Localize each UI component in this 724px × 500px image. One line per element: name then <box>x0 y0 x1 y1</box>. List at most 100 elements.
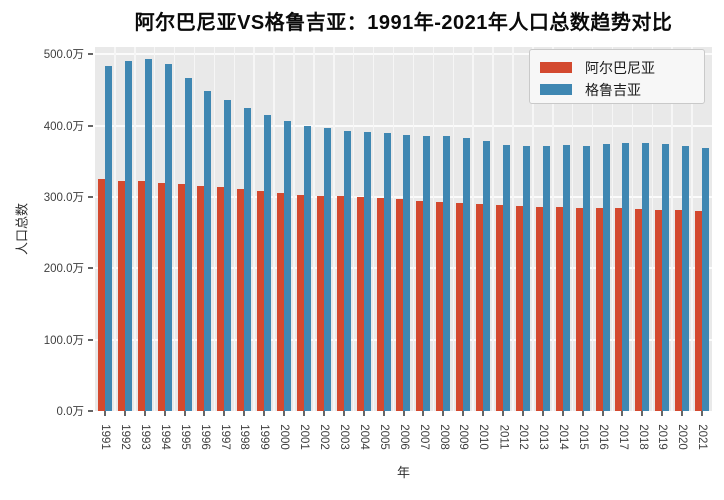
bar <box>356 196 364 411</box>
bar <box>104 65 112 411</box>
gridline-vertical <box>591 47 594 411</box>
bar-group <box>95 47 115 411</box>
bar-group <box>354 47 374 411</box>
bar <box>144 59 152 411</box>
gridline-vertical <box>512 47 514 411</box>
bar-group <box>573 47 593 411</box>
bar-group <box>195 47 215 411</box>
bar <box>137 181 145 411</box>
bar <box>542 145 550 411</box>
y-tick-mark <box>88 53 93 56</box>
gridline-vertical <box>114 47 116 411</box>
legend-swatch-albania <box>540 62 572 73</box>
bar <box>463 138 471 411</box>
bar <box>522 145 530 411</box>
bar <box>296 194 304 411</box>
x-tick-mark <box>581 411 584 416</box>
y-tick-label: 0.0万 <box>56 406 85 418</box>
x-tick-mark <box>541 411 544 416</box>
bar-group <box>692 47 712 411</box>
x-tick-mark <box>302 411 305 416</box>
bar <box>396 199 404 411</box>
bar <box>316 195 324 411</box>
gridline-vertical <box>372 47 375 411</box>
bar-group <box>612 47 632 411</box>
gridline-vertical <box>631 47 634 411</box>
gridline-vertical <box>552 47 554 411</box>
bar-group <box>413 47 433 411</box>
x-tick-mark <box>521 411 524 416</box>
gridline-vertical <box>671 47 673 411</box>
bar <box>303 125 311 411</box>
x-tick-mark <box>482 411 485 416</box>
x-tick-mark <box>502 411 505 416</box>
x-tick-mark <box>362 411 365 416</box>
bar-group <box>214 47 234 411</box>
legend-label-albania: 阿尔巴尼亚 <box>585 59 655 76</box>
bar <box>423 135 431 411</box>
x-tick-mark <box>183 411 186 416</box>
bar-group <box>394 47 414 411</box>
bar <box>675 209 683 411</box>
x-tick-mark <box>561 411 564 416</box>
plot-area <box>95 47 712 411</box>
x-tick-mark <box>601 411 604 416</box>
bar <box>164 64 172 411</box>
bar <box>204 90 212 411</box>
bar <box>323 128 331 411</box>
x-tick-mark <box>342 411 345 416</box>
y-tick-label: 300.0万 <box>43 191 84 204</box>
x-tick-mark <box>701 411 704 416</box>
gridline-vertical <box>532 47 534 411</box>
bar-group <box>453 47 473 411</box>
bar <box>184 78 192 411</box>
x-tick-mark <box>621 411 624 416</box>
gridline-vertical <box>432 47 435 411</box>
bar-group <box>294 47 314 411</box>
bar <box>555 206 563 411</box>
bar <box>602 144 610 411</box>
gridline-vertical <box>611 47 614 411</box>
bar <box>217 186 225 411</box>
bar-group <box>632 47 652 411</box>
bar <box>503 144 510 411</box>
gridline-vertical <box>352 47 355 411</box>
bar <box>655 209 663 411</box>
gridline-vertical <box>173 47 176 411</box>
gridline-vertical <box>293 47 295 411</box>
bar <box>436 201 444 411</box>
y-tick-label: 200.0万 <box>43 263 84 276</box>
gridline-vertical <box>233 47 236 411</box>
bar <box>376 197 384 411</box>
x-tick-label: 2021 <box>696 424 709 450</box>
bar-group <box>334 47 354 411</box>
bar <box>277 193 285 411</box>
gridline-vertical <box>571 47 574 411</box>
legend: 阿尔巴尼亚 格鲁吉亚 <box>529 49 705 104</box>
gridline-vertical <box>472 47 474 411</box>
bar <box>97 179 105 411</box>
bar <box>682 146 690 411</box>
bar <box>257 191 265 411</box>
gridline-vertical <box>392 47 395 411</box>
bar <box>443 136 451 411</box>
bar-group <box>254 47 274 411</box>
bar-group <box>314 47 334 411</box>
chart-title: 阿尔巴尼亚VS格鲁吉亚：1991年-2021年人口总数趋势对比 <box>134 12 673 34</box>
y-tick-mark <box>88 410 93 412</box>
bar <box>177 184 185 411</box>
bar <box>662 144 670 411</box>
bar <box>476 204 484 411</box>
x-tick-label-wrap: 2021 <box>684 417 720 457</box>
bar-group <box>234 47 254 411</box>
bar-group <box>493 47 513 411</box>
x-tick-mark <box>322 411 325 416</box>
gridline-vertical <box>412 47 415 411</box>
bar <box>244 107 252 411</box>
bar <box>403 134 411 411</box>
bar <box>237 189 245 411</box>
bar-group <box>155 47 175 411</box>
y-tick-label: 100.0万 <box>43 334 84 347</box>
gridline-vertical <box>313 47 315 411</box>
bar-group <box>433 47 453 411</box>
